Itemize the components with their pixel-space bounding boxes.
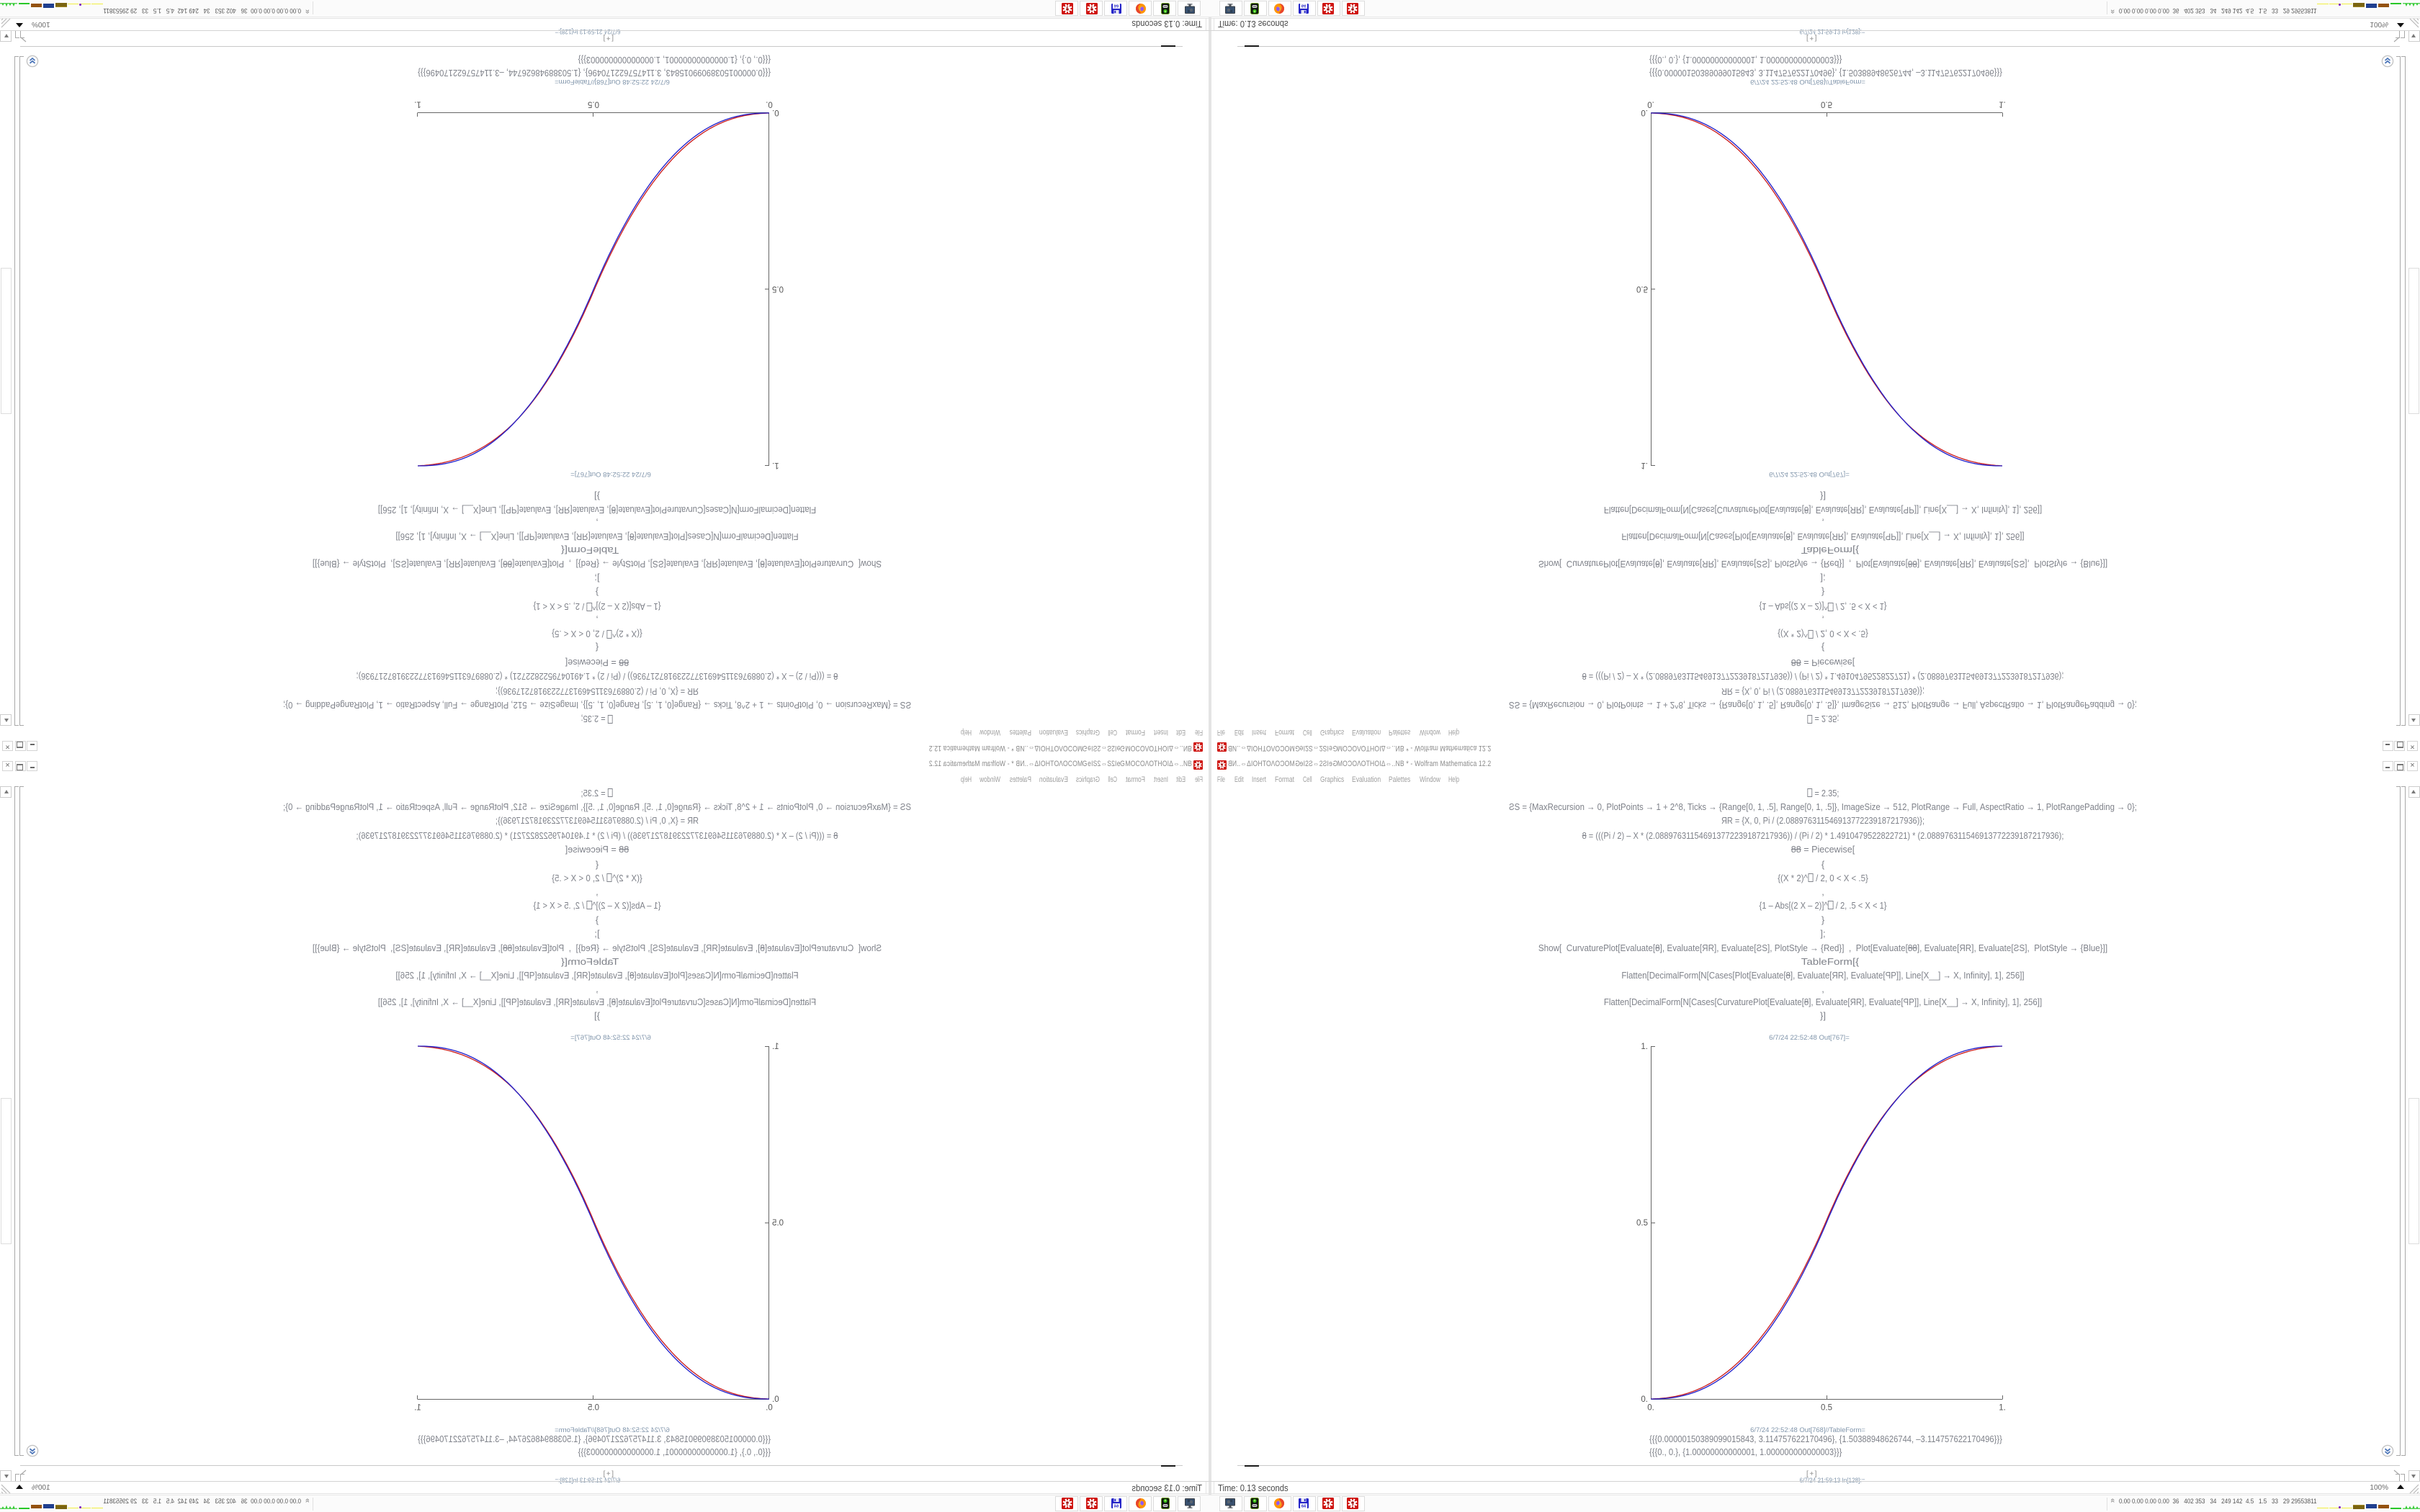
svg-text:0.: 0.: [772, 1395, 779, 1404]
svg-text:0.5: 0.5: [1636, 1219, 1648, 1228]
svg-text:0.5: 0.5: [588, 100, 599, 109]
svg-text:0.5: 0.5: [772, 1219, 784, 1228]
svg-text:0.: 0.: [1647, 100, 1654, 109]
svg-text:0.: 0.: [1641, 108, 1648, 117]
svg-text:0.5: 0.5: [588, 1404, 599, 1413]
svg-text:64: 64: [1301, 3, 1306, 7]
svg-text:1.: 1.: [1999, 1404, 2006, 1413]
svg-text:0.: 0.: [766, 1404, 773, 1413]
svg-text:0.5: 0.5: [1821, 1404, 1832, 1413]
svg-text:64: 64: [1114, 1505, 1119, 1509]
svg-text:1.: 1.: [1999, 100, 2006, 109]
svg-text:1.: 1.: [414, 100, 421, 109]
svg-text:1.: 1.: [414, 1404, 421, 1413]
svg-text:0.5: 0.5: [1821, 100, 1832, 109]
svg-text:1.: 1.: [772, 1043, 779, 1051]
svg-text:0.: 0.: [1641, 1395, 1648, 1404]
svg-text:0.5: 0.5: [1636, 284, 1648, 293]
svg-text:0.5: 0.5: [772, 284, 784, 293]
svg-text:0.: 0.: [1647, 1404, 1654, 1413]
svg-text:0.: 0.: [772, 108, 779, 117]
svg-text:1.: 1.: [772, 461, 779, 469]
svg-text:64: 64: [1114, 3, 1119, 7]
svg-text:1.: 1.: [1641, 461, 1648, 469]
svg-text:64: 64: [1301, 1505, 1306, 1509]
svg-text:0.: 0.: [766, 100, 773, 109]
svg-text:1.: 1.: [1641, 1043, 1648, 1051]
